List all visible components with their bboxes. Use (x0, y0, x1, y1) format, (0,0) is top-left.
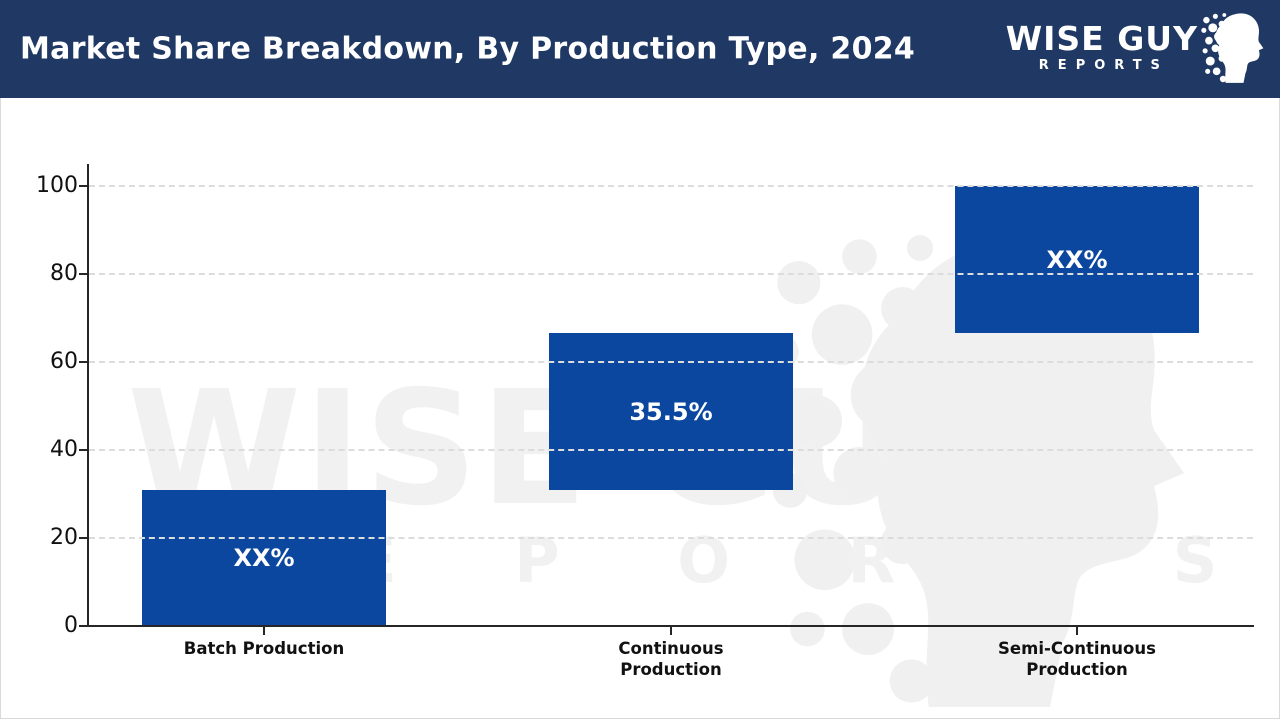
chart-title: Market Share Breakdown, By Production Ty… (20, 31, 916, 67)
y-axis-spine (87, 164, 89, 627)
brand-logo: WISE GUY REPORTS (1006, 8, 1264, 86)
y-tick-label: 60 (50, 348, 78, 374)
category-label-line: Production (620, 659, 722, 679)
header-bar: Market Share Breakdown, By Production Ty… (0, 0, 1280, 98)
category-label-semi-continuous-production: Semi-Continuous Production (917, 639, 1237, 681)
category-label-batch-production: Batch Production (104, 639, 424, 660)
x-tick-mark (263, 627, 265, 635)
bar-value-label: XX% (233, 543, 295, 572)
category-label-line: Semi-Continuous (998, 639, 1156, 658)
bar-continuous-production: 35.5% (549, 333, 793, 490)
category-label-line: Production (1026, 659, 1128, 679)
bar-semi-continuous-production: XX% (955, 186, 1199, 334)
y-tick-label: 20 (50, 524, 78, 550)
y-tick-label: 0 (64, 612, 78, 638)
brand-name: WISE GUY (1005, 19, 1198, 59)
brand-tagline: REPORTS (1038, 57, 1169, 73)
bars-layer: XX% 35.5% XX% (89, 186, 1253, 626)
brand-logo-text: WISE GUY REPORTS (1005, 19, 1198, 73)
y-tick-label: 40 (50, 436, 78, 462)
category-label-continuous-production: Continuous Production (511, 639, 831, 681)
category-label-line: Batch Production (183, 639, 345, 658)
x-axis-spine (87, 625, 1254, 627)
x-tick-mark (1076, 627, 1078, 635)
y-tick-label: 100 (36, 172, 78, 198)
bar-value-label: 35.5% (629, 397, 713, 426)
plot-area: XX% 35.5% XX% (79, 185, 1253, 627)
y-tick-label: 80 (50, 260, 78, 286)
category-label-line: Continuous (618, 639, 724, 658)
bar-batch-production: XX% (142, 489, 386, 626)
bar-value-label: XX% (1046, 245, 1108, 274)
y-axis-labels: 0 20 40 60 80 100 (18, 173, 78, 638)
brand-face-icon (1200, 8, 1264, 86)
x-tick-mark (670, 627, 672, 635)
